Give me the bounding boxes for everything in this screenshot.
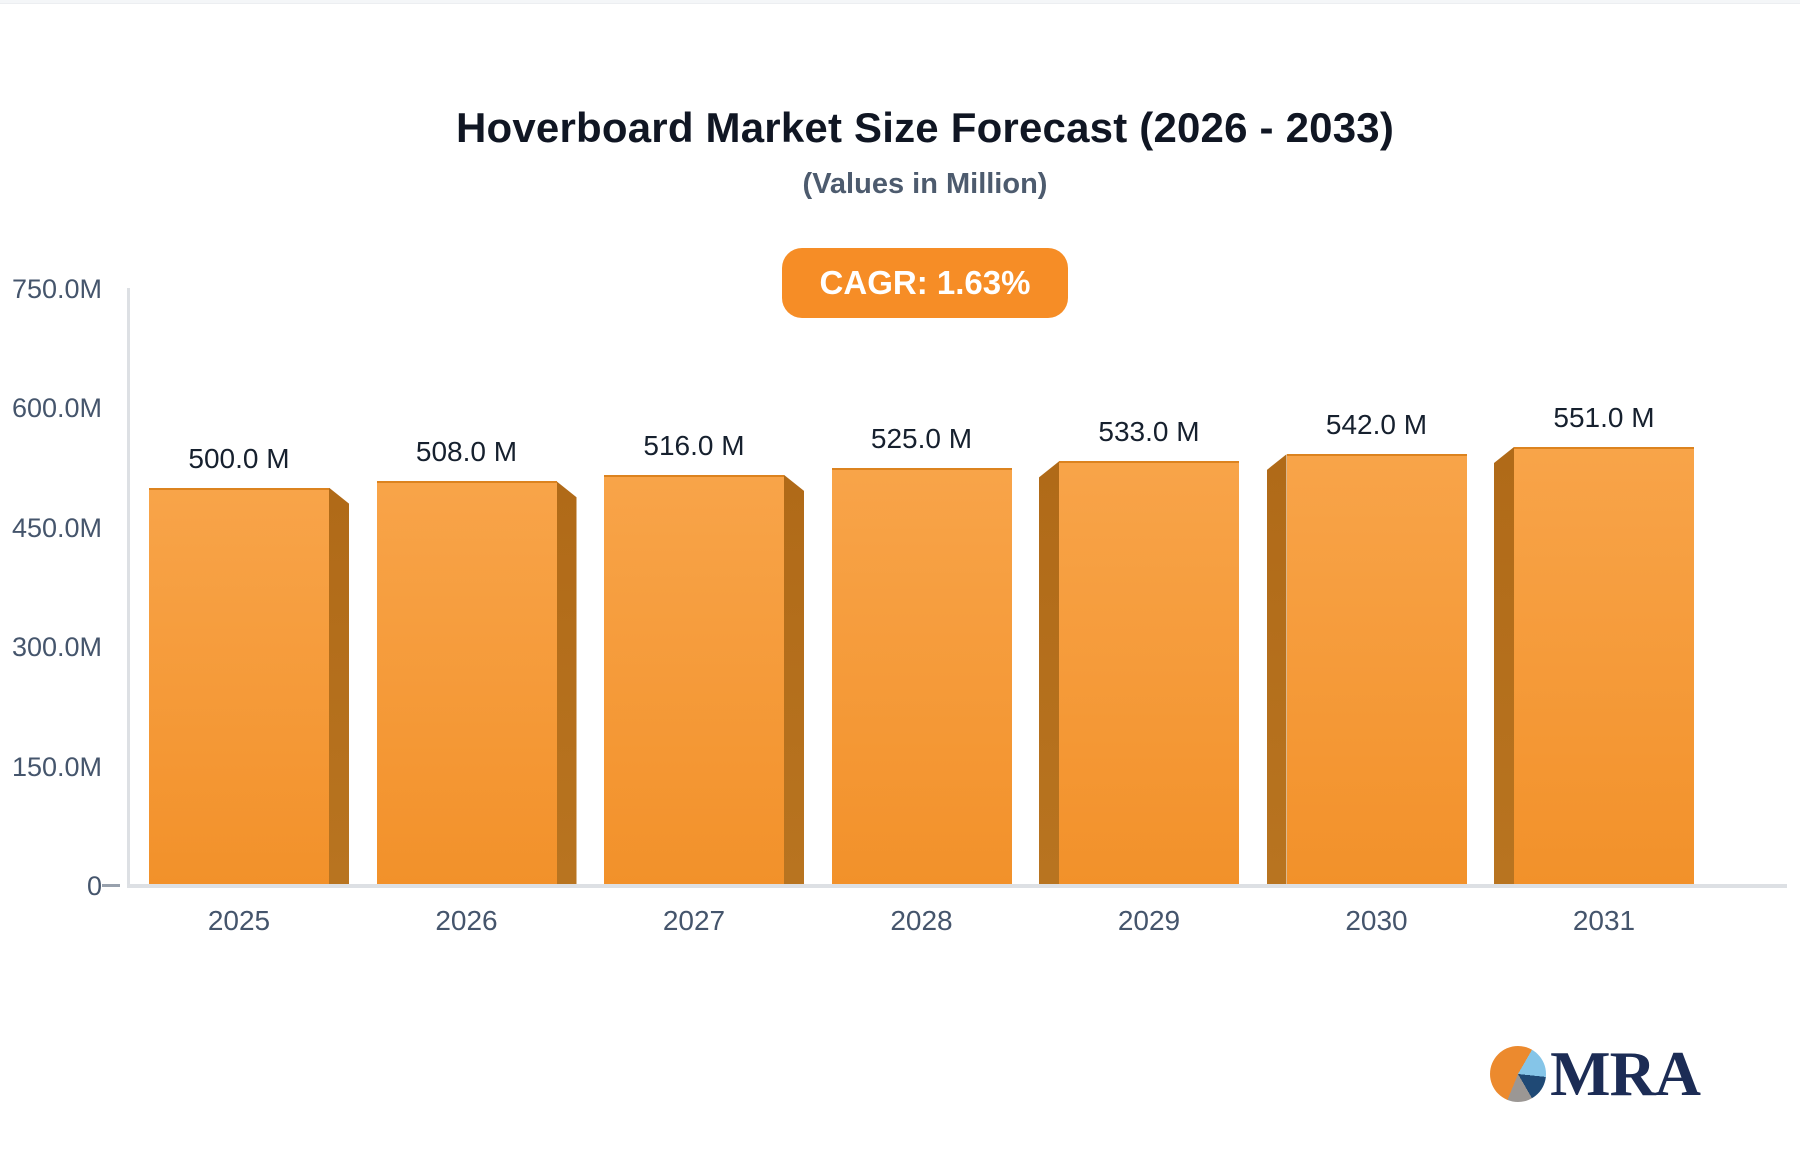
x-axis-line (127, 884, 1787, 888)
bar-value-label: 551.0 M (1553, 402, 1655, 434)
chart-header: Hoverboard Market Size Forecast (2026 - … (0, 104, 1800, 318)
bar-value-label: 525.0 M (870, 422, 973, 454)
bar-value-label: 508.0 M (415, 436, 518, 468)
bar-2025 (149, 487, 329, 886)
bar-value-label: 533.0 M (1098, 416, 1200, 448)
bar-side-panel (1266, 454, 1287, 886)
zero-tick-mark (102, 884, 120, 887)
x-axis-label-2025: 2025 (207, 905, 271, 936)
top-edge-strip (0, 0, 1800, 4)
x-axis-label-2031: 2031 (1572, 905, 1636, 936)
bar-2027 (604, 474, 784, 886)
y-axis-tick-label: 600.0M (11, 393, 102, 423)
y-axis-line (127, 288, 130, 886)
pie-chart-logo-icon (1490, 1046, 1547, 1102)
bar-value-label: 500.0 M (188, 442, 290, 474)
bar-2030 (1286, 454, 1467, 886)
x-axis-label-2028: 2028 (890, 905, 953, 936)
mra-logo: MRA (1490, 1038, 1701, 1109)
cagr-badge: CAGR: 1.63% (781, 248, 1069, 318)
chart-title: Hoverboard Market Size Forecast (2026 - … (455, 104, 1395, 151)
y-axis-tick-label: 300.0M (11, 632, 102, 662)
x-axis-label-2027: 2027 (662, 905, 726, 936)
bar-2026 (376, 481, 557, 886)
bar-value-label: 516.0 M (643, 429, 745, 461)
bar-side-panel (784, 474, 804, 886)
bar-2029 (1059, 461, 1239, 886)
bar-side-panel (556, 481, 577, 886)
x-axis-label-2026: 2026 (435, 905, 498, 936)
y-axis-tick-label: 750.0M (11, 273, 102, 304)
y-axis-tick-label: 450.0M (11, 512, 102, 543)
bar-side-panel (1494, 447, 1514, 886)
logo-text: MRA (1550, 1038, 1701, 1109)
bar-value-label: 542.0 M (1325, 409, 1428, 441)
bar-2028 (831, 467, 1012, 886)
bar-side-panel (1039, 461, 1059, 886)
chart-subtitle: (Values in Million) (802, 168, 1048, 200)
x-axis-label-2029: 2029 (1117, 905, 1181, 936)
x-axis-label-2030: 2030 (1345, 905, 1408, 936)
y-axis-tick-label: 0 (86, 871, 102, 901)
bar-side-panel (329, 487, 349, 886)
bar-2031 (1514, 447, 1694, 886)
y-axis-tick-label: 150.0M (11, 751, 102, 782)
